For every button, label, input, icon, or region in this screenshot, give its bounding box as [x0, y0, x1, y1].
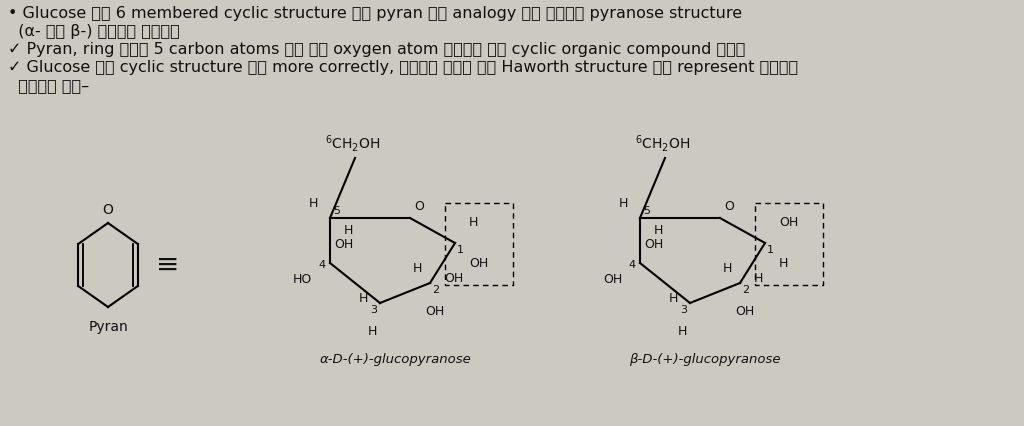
Text: Pyran: Pyran: [88, 320, 128, 334]
Text: ≡: ≡: [157, 251, 179, 279]
Text: 1: 1: [767, 245, 774, 255]
Text: H: H: [413, 262, 422, 275]
Text: OH: OH: [779, 216, 799, 229]
Text: 3: 3: [370, 305, 377, 315]
Text: 2: 2: [742, 285, 750, 295]
Text: β-D-(+)-glucopyranose: β-D-(+)-glucopyranose: [630, 353, 780, 366]
Text: H: H: [654, 224, 664, 237]
Text: OH: OH: [444, 271, 463, 285]
Text: 2: 2: [432, 285, 439, 295]
Text: 1: 1: [457, 245, 464, 255]
Text: • Glucose के 6 membered cyclic structure को pyran से analogy के कारण pyranose st: • Glucose के 6 membered cyclic structure…: [8, 6, 742, 21]
Text: HO: HO: [293, 273, 312, 286]
Text: H: H: [754, 271, 763, 285]
Text: α-D-(+)-glucopyranose: α-D-(+)-glucopyranose: [319, 353, 471, 366]
Text: OH: OH: [644, 238, 664, 251]
Text: H: H: [308, 197, 318, 210]
Text: H: H: [368, 325, 377, 338]
Text: OH: OH: [469, 257, 488, 270]
Text: O: O: [724, 200, 734, 213]
Text: 5: 5: [643, 206, 650, 216]
Text: $^6$CH$_2$OH: $^6$CH$_2$OH: [326, 133, 381, 154]
Text: OH: OH: [425, 305, 444, 318]
Text: O: O: [102, 203, 114, 217]
Text: जाता है–: जाता है–: [8, 78, 89, 93]
Text: OH: OH: [603, 273, 622, 286]
Text: H: H: [677, 325, 687, 338]
Text: H: H: [723, 262, 732, 275]
Text: H: H: [779, 257, 788, 270]
Text: 4: 4: [629, 260, 636, 270]
Text: OH: OH: [735, 305, 755, 318]
Text: ✓ Glucose के cyclic structure को more correctly, नीचे दिए गए Haworth structure स: ✓ Glucose के cyclic structure को more co…: [8, 60, 798, 75]
Text: 4: 4: [318, 260, 326, 270]
Text: O: O: [414, 200, 424, 213]
Text: 5: 5: [333, 206, 340, 216]
Text: H: H: [618, 197, 628, 210]
Text: H: H: [344, 224, 353, 237]
Text: OH: OH: [334, 238, 353, 251]
Text: H: H: [358, 291, 368, 305]
Text: H: H: [469, 216, 478, 229]
Bar: [755, 203, 823, 285]
Bar: [445, 203, 513, 285]
Text: ✓ Pyran, ring में 5 carbon atoms और एक oxygen atom वाला एक cyclic organic compou: ✓ Pyran, ring में 5 carbon atoms और एक o…: [8, 42, 745, 57]
Text: $^6$CH$_2$OH: $^6$CH$_2$OH: [635, 133, 691, 154]
Text: (α- या β-) कहते हैं।: (α- या β-) कहते हैं।: [8, 24, 180, 39]
Text: 3: 3: [680, 305, 687, 315]
Text: H: H: [669, 291, 678, 305]
